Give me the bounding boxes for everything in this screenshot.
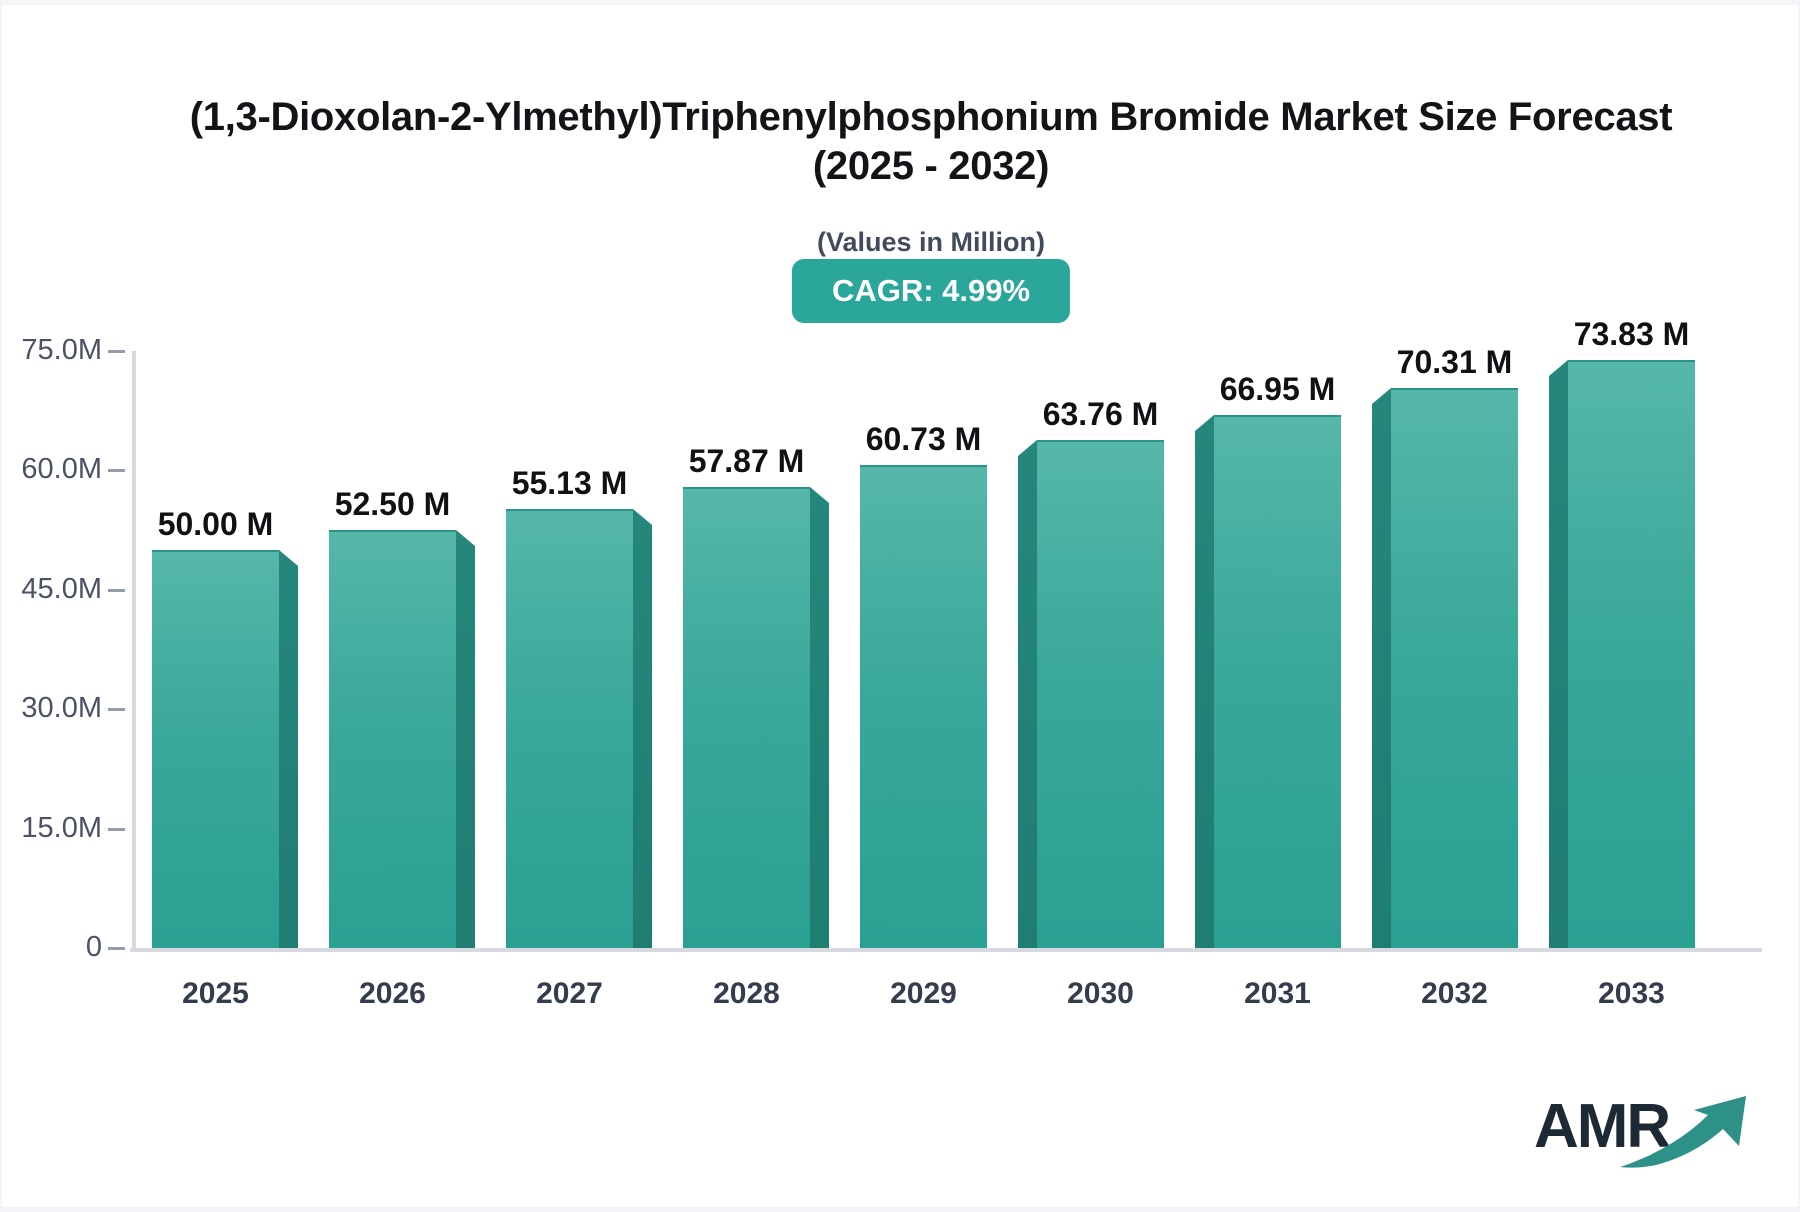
chart-title: (1,3-Dioxolan-2-Ylmethyl)Triphenylphosph…: [121, 93, 1741, 191]
bar-value-label-2032: 70.31 M: [1396, 344, 1513, 380]
bar-2033[interactable]: [1568, 360, 1695, 948]
y-axis-tick: [108, 350, 125, 353]
y-axis-line: [132, 351, 136, 952]
x-axis-label-2028: 2028: [713, 977, 780, 1010]
bar-2028[interactable]: [683, 487, 810, 948]
growth-arrow-icon: [1620, 1096, 1746, 1168]
bar-2026[interactable]: [329, 530, 456, 948]
amr-logo-text: AMR: [1534, 1092, 1671, 1161]
bar-2031[interactable]: [1214, 415, 1341, 948]
bar-value-label-2030: 63.76 M: [1042, 396, 1159, 432]
y-axis-tick: [108, 947, 125, 950]
bar-2032[interactable]: [1391, 388, 1518, 948]
bar-value-label-2027: 55.13 M: [511, 465, 628, 501]
bar-value-label-2025: 50.00 M: [157, 506, 274, 542]
y-axis-tick: [108, 827, 125, 831]
bar-2029[interactable]: [860, 465, 987, 948]
y-axis-tick: [108, 588, 125, 592]
bar-value-label-2026: 52.50 M: [334, 486, 451, 522]
x-axis-label-2032: 2032: [1421, 977, 1488, 1010]
bar-side-face-2031: [1195, 415, 1214, 948]
x-axis-label-2033: 2033: [1598, 977, 1665, 1010]
chart-title-line2: (2025 - 2032): [812, 143, 1050, 188]
y-axis-tick-label: 60.0M: [21, 453, 102, 486]
bar-value-label-2033: 73.83 M: [1573, 316, 1690, 352]
chart-subtitle: (Values in Million): [816, 227, 1046, 257]
x-axis-label-2029: 2029: [890, 977, 957, 1010]
bar-side-face-2028: [810, 487, 829, 948]
y-axis-tick-label: 0: [85, 931, 102, 963]
amr-logo: AMR: [1534, 1089, 1764, 1179]
bar-side-face-2025: [279, 550, 298, 948]
bar-2030[interactable]: [1037, 440, 1164, 948]
y-axis-tick-label: 45.0M: [21, 572, 102, 605]
bar-value-label-2028: 57.87 M: [688, 443, 805, 479]
bar-side-face-2026: [456, 530, 475, 948]
x-axis-line: [130, 948, 1762, 952]
y-axis-tick-label: 15.0M: [21, 811, 102, 844]
bar-value-label-2029: 60.73 M: [865, 421, 982, 457]
y-axis-tick-label: 30.0M: [21, 692, 102, 725]
bar-2027[interactable]: [506, 509, 633, 948]
bar-side-face-2030: [1018, 440, 1037, 948]
bar-side-face-2027: [633, 509, 652, 948]
bar-2025[interactable]: [152, 550, 279, 948]
chart-title-line1: (1,3-Dioxolan-2-Ylmethyl)Triphenylphosph…: [189, 95, 1673, 139]
y-axis-tick-label: 75.0M: [21, 334, 102, 366]
bar-side-face-2032: [1372, 388, 1391, 948]
x-axis-label-2030: 2030: [1067, 977, 1134, 1010]
x-axis-label-2026: 2026: [359, 977, 426, 1010]
bar-value-label-2031: 66.95 M: [1219, 371, 1336, 407]
cagr-badge: CAGR: 4.99%: [791, 259, 1071, 323]
x-axis-label-2027: 2027: [536, 977, 603, 1010]
y-axis-tick: [108, 469, 125, 473]
bar-side-face-2033: [1549, 360, 1568, 948]
x-axis-label-2031: 2031: [1244, 977, 1311, 1010]
y-axis-tick: [108, 708, 125, 712]
x-axis-label-2025: 2025: [182, 977, 249, 1010]
